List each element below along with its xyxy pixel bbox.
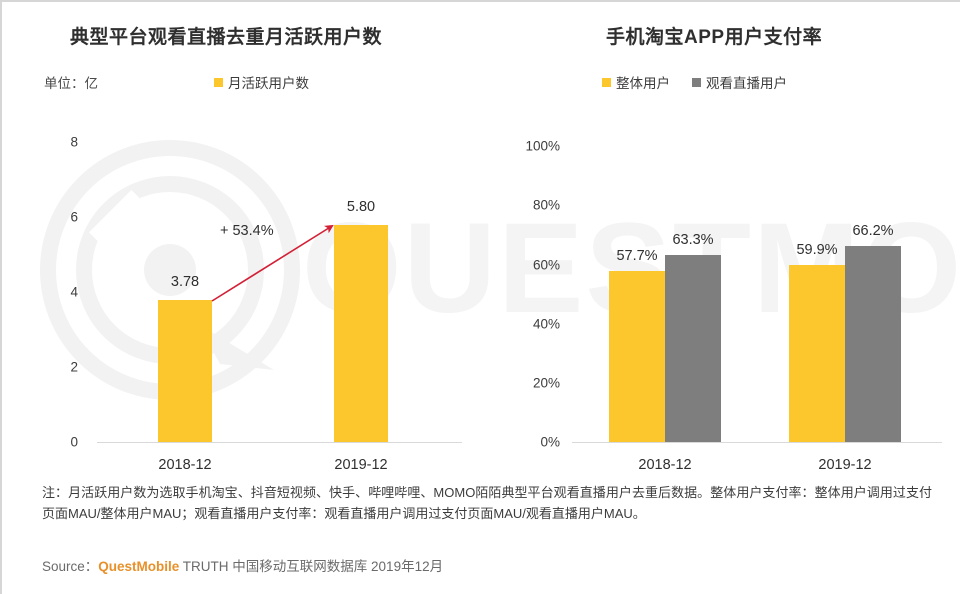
left-ytick-2: 2	[70, 359, 78, 375]
legend-label: 月活跃用户数	[228, 76, 309, 91]
legend-label: 观看直播用户	[706, 76, 787, 91]
source-rest: TRUTH 中国移动互联网数据库 2019年12月	[179, 559, 444, 574]
left-chart-unit-label: 单位：亿	[44, 76, 98, 91]
right-bar-value-2018-12-live: 63.3%	[672, 232, 714, 248]
right-category-2018-12: 2018-12	[638, 457, 692, 473]
left-ytick-8: 8	[70, 134, 78, 150]
left-bar-2018-12	[158, 300, 212, 442]
growth-rate-label: + 53.4%	[220, 223, 274, 239]
left-bar-value-2019-12: 5.80	[346, 199, 376, 215]
source-prefix: Source：	[42, 559, 99, 574]
right-ytick-40: 40%	[532, 316, 560, 332]
right-chart-title: 手机淘宝APP用户支付率	[606, 27, 823, 48]
right-bar-2018-12-overall	[609, 271, 665, 442]
legend-swatch-icon	[214, 77, 223, 87]
right-ytick-80: 80%	[532, 197, 560, 213]
legend-item-mau: 月活跃用户数	[214, 72, 309, 92]
legend-swatch-icon	[602, 77, 611, 87]
legend-item-overall-users: 整体用户	[602, 72, 670, 92]
right-chart-plot-area: 100% 80% 60% 40% 20% 0% 57.7% 63.3% 59.9…	[502, 127, 942, 473]
right-ytick-0: 0%	[540, 434, 560, 450]
right-chart-baseline	[572, 442, 942, 443]
left-category-2019-12: 2019-12	[334, 457, 388, 473]
legend-swatch-icon	[692, 77, 701, 87]
right-bar-value-2019-12-live: 66.2%	[852, 223, 894, 239]
left-chart-title: 典型平台观看直播去重月活跃用户数	[70, 27, 383, 48]
right-bar-2019-12-live	[845, 246, 901, 442]
growth-arrow-icon	[211, 224, 334, 302]
right-bar-value-2019-12-overall: 59.9%	[796, 242, 838, 258]
left-bar-value-2018-12: 3.78	[170, 274, 200, 290]
left-chart-legend: 月活跃用户数	[214, 72, 309, 92]
right-bar-2018-12-live	[665, 255, 721, 442]
right-bar-2019-12-overall	[789, 265, 845, 442]
left-ytick-4: 4	[70, 284, 78, 300]
legend-label: 整体用户	[616, 76, 670, 91]
legend-item-live-viewers: 观看直播用户	[692, 72, 787, 92]
right-chart-legend: 整体用户 观看直播用户	[602, 72, 787, 92]
left-ytick-0: 0	[70, 434, 78, 450]
right-bar-value-2018-12-overall: 57.7%	[616, 248, 658, 264]
footnote-text: 注：月活跃用户数为选取手机淘宝、抖音短视频、快手、哔哩哔哩、MOMO陌陌典型平台…	[42, 485, 932, 521]
left-ytick-6: 6	[70, 209, 78, 225]
left-category-2018-12: 2018-12	[158, 457, 212, 473]
right-ytick-60: 60%	[532, 257, 560, 273]
right-ytick-20: 20%	[532, 375, 560, 391]
left-chart-plot-area: 8 6 4 2 0 3.78 5.80 + 53.4% 2018-12 2019…	[42, 127, 462, 473]
right-category-2019-12: 2019-12	[818, 457, 872, 473]
right-ytick-100: 100%	[525, 138, 560, 154]
left-chart-baseline	[97, 442, 462, 443]
source-line: Source：QuestMobile TRUTH 中国移动互联网数据库 2019…	[42, 555, 443, 575]
source-brand: QuestMobile	[98, 559, 180, 574]
left-bar-2019-12	[334, 225, 388, 442]
